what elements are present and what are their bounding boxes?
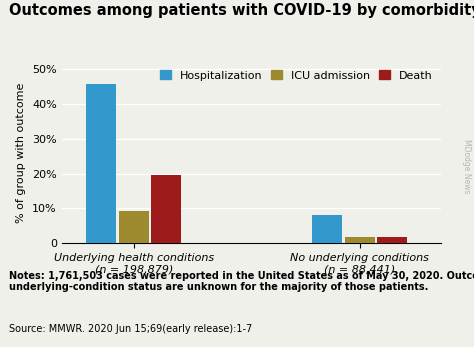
Text: Notes: 1,761,503 cases were reported in the United States as of May 30, 2020. Ou: Notes: 1,761,503 cases were reported in … [9, 271, 474, 292]
Bar [86, 84, 116, 243]
Text: Source: MMWR. 2020 Jun 15;69(early release):1-7: Source: MMWR. 2020 Jun 15;69(early relea… [9, 324, 253, 335]
Y-axis label: % of group with outcome: % of group with outcome [17, 83, 27, 223]
Bar [151, 175, 181, 243]
Bar [312, 215, 342, 243]
Bar [119, 211, 149, 243]
Bar [377, 237, 407, 243]
Text: MDodge News: MDodge News [462, 139, 471, 194]
Legend: Hospitalization, ICU admission, Death: Hospitalization, ICU admission, Death [157, 68, 435, 83]
Bar [345, 237, 374, 243]
Text: Outcomes among patients with COVID-19 by comorbidity status: Outcomes among patients with COVID-19 by… [9, 3, 474, 18]
